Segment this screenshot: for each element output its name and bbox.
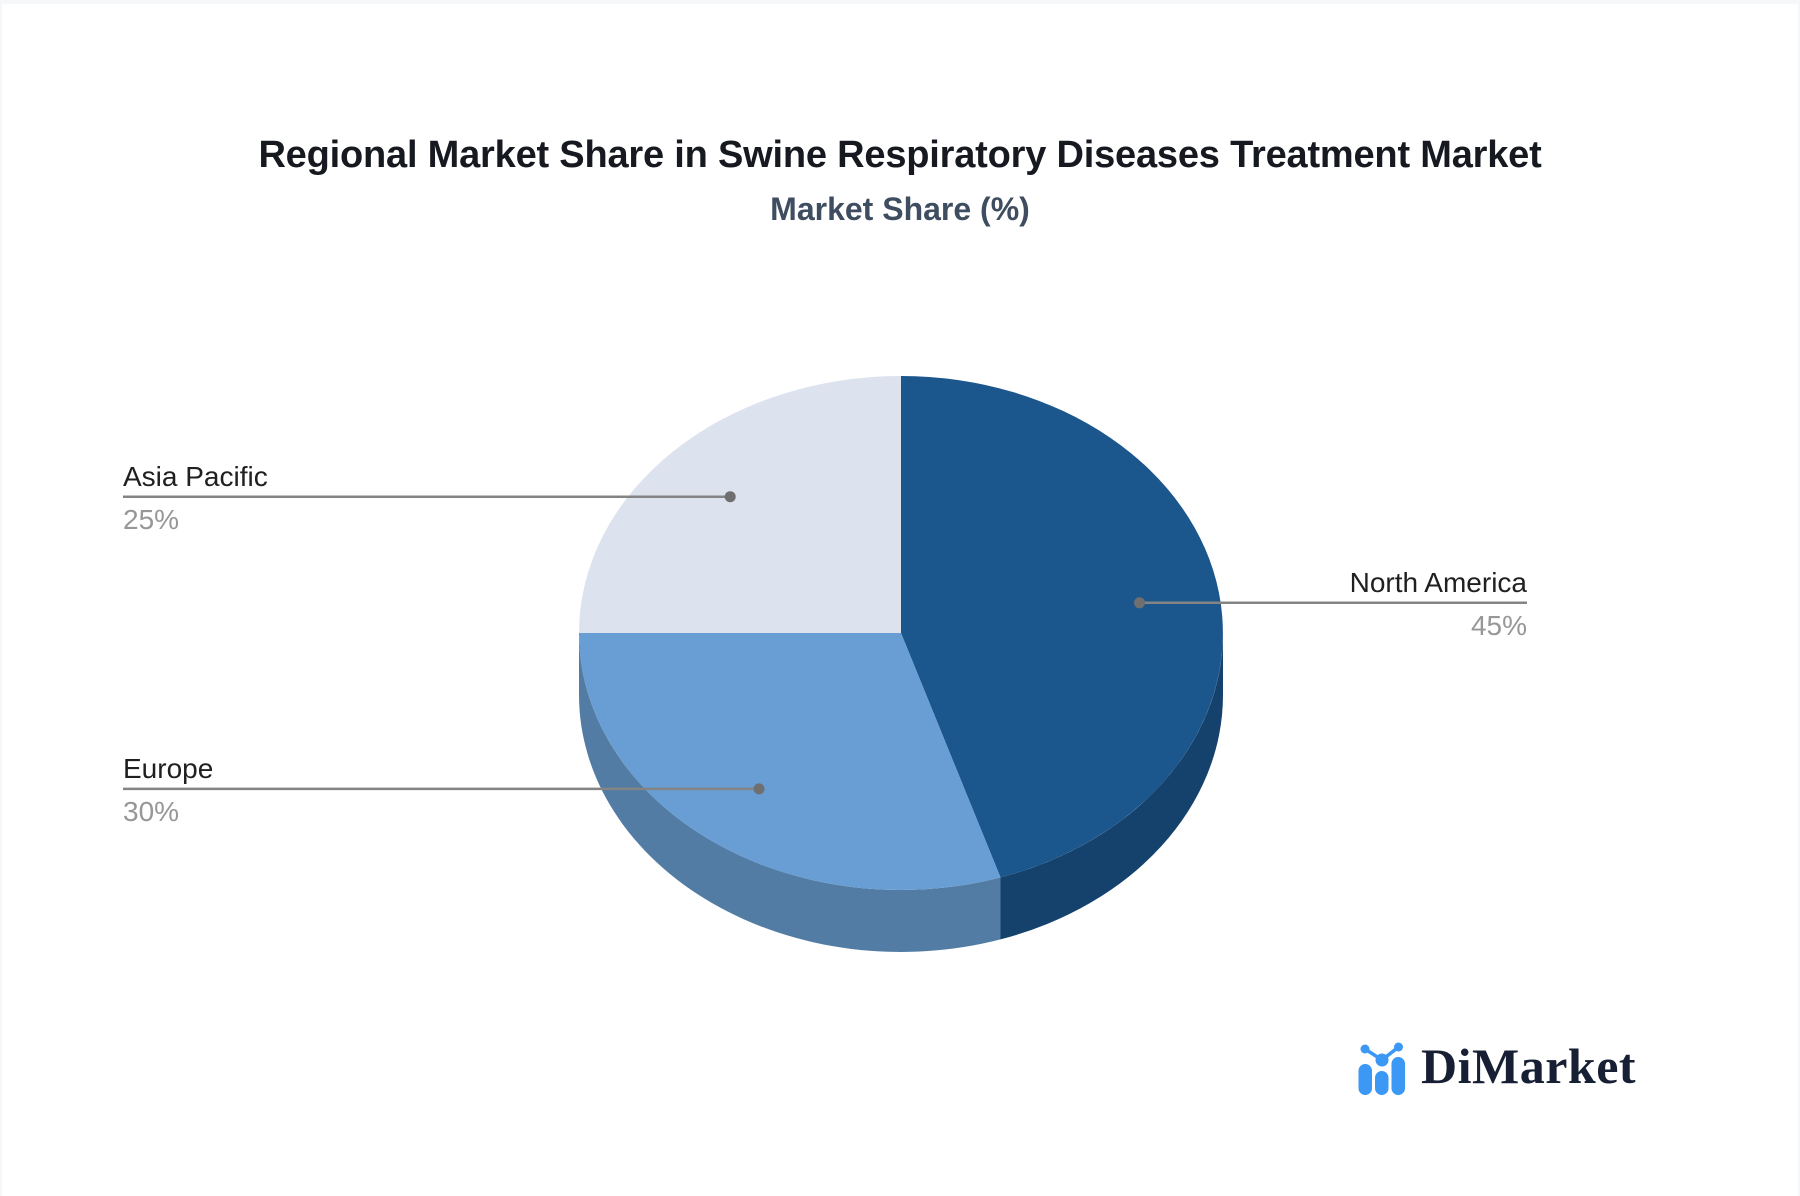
callout-asia-pacific: Asia Pacific 25%	[123, 461, 268, 535]
slice-label-asia-pacific: Asia Pacific	[123, 460, 268, 492]
logo-bar	[1391, 1057, 1405, 1095]
slice-value-europe: 30%	[123, 795, 180, 827]
logo-bar	[1375, 1071, 1389, 1095]
leader-dot-north-america	[1134, 597, 1145, 609]
slice-value-asia-pacific: 25%	[123, 503, 180, 535]
leader-dot-asia-pacific	[724, 491, 736, 503]
logo-bar	[1358, 1064, 1372, 1095]
slice-value-north-america: 45%	[1470, 609, 1527, 641]
logo-dot	[1394, 1042, 1403, 1052]
pie-slice-europe[interactable]	[579, 633, 1001, 890]
pie-slice-side-north-america	[1000, 633, 1223, 940]
logo-dot	[1375, 1053, 1389, 1067]
dimarket-logo-text: DiMarket	[1421, 1038, 1637, 1094]
pie-slice-asia-pacific[interactable]	[579, 376, 901, 633]
callout-europe: Europe 30%	[123, 753, 213, 827]
callout-north-america: North America 45%	[1350, 567, 1527, 641]
logo-dot	[1360, 1044, 1370, 1054]
slice-label-north-america: North America	[1349, 566, 1527, 598]
dimarket-logo[interactable]: DiMarket	[1356, 1036, 1636, 1099]
pie-slice-north-america[interactable]	[901, 376, 1223, 878]
slice-label-europe: Europe	[123, 752, 214, 784]
chart-title: Regional Market Share in Swine Respirato…	[258, 134, 1542, 176]
chart-subtitle: Market Share (%)	[770, 191, 1030, 227]
pie-slice-side-europe	[579, 633, 1001, 952]
leader-dot-europe	[753, 783, 765, 795]
dimarket-logo-icon	[1358, 1042, 1405, 1095]
